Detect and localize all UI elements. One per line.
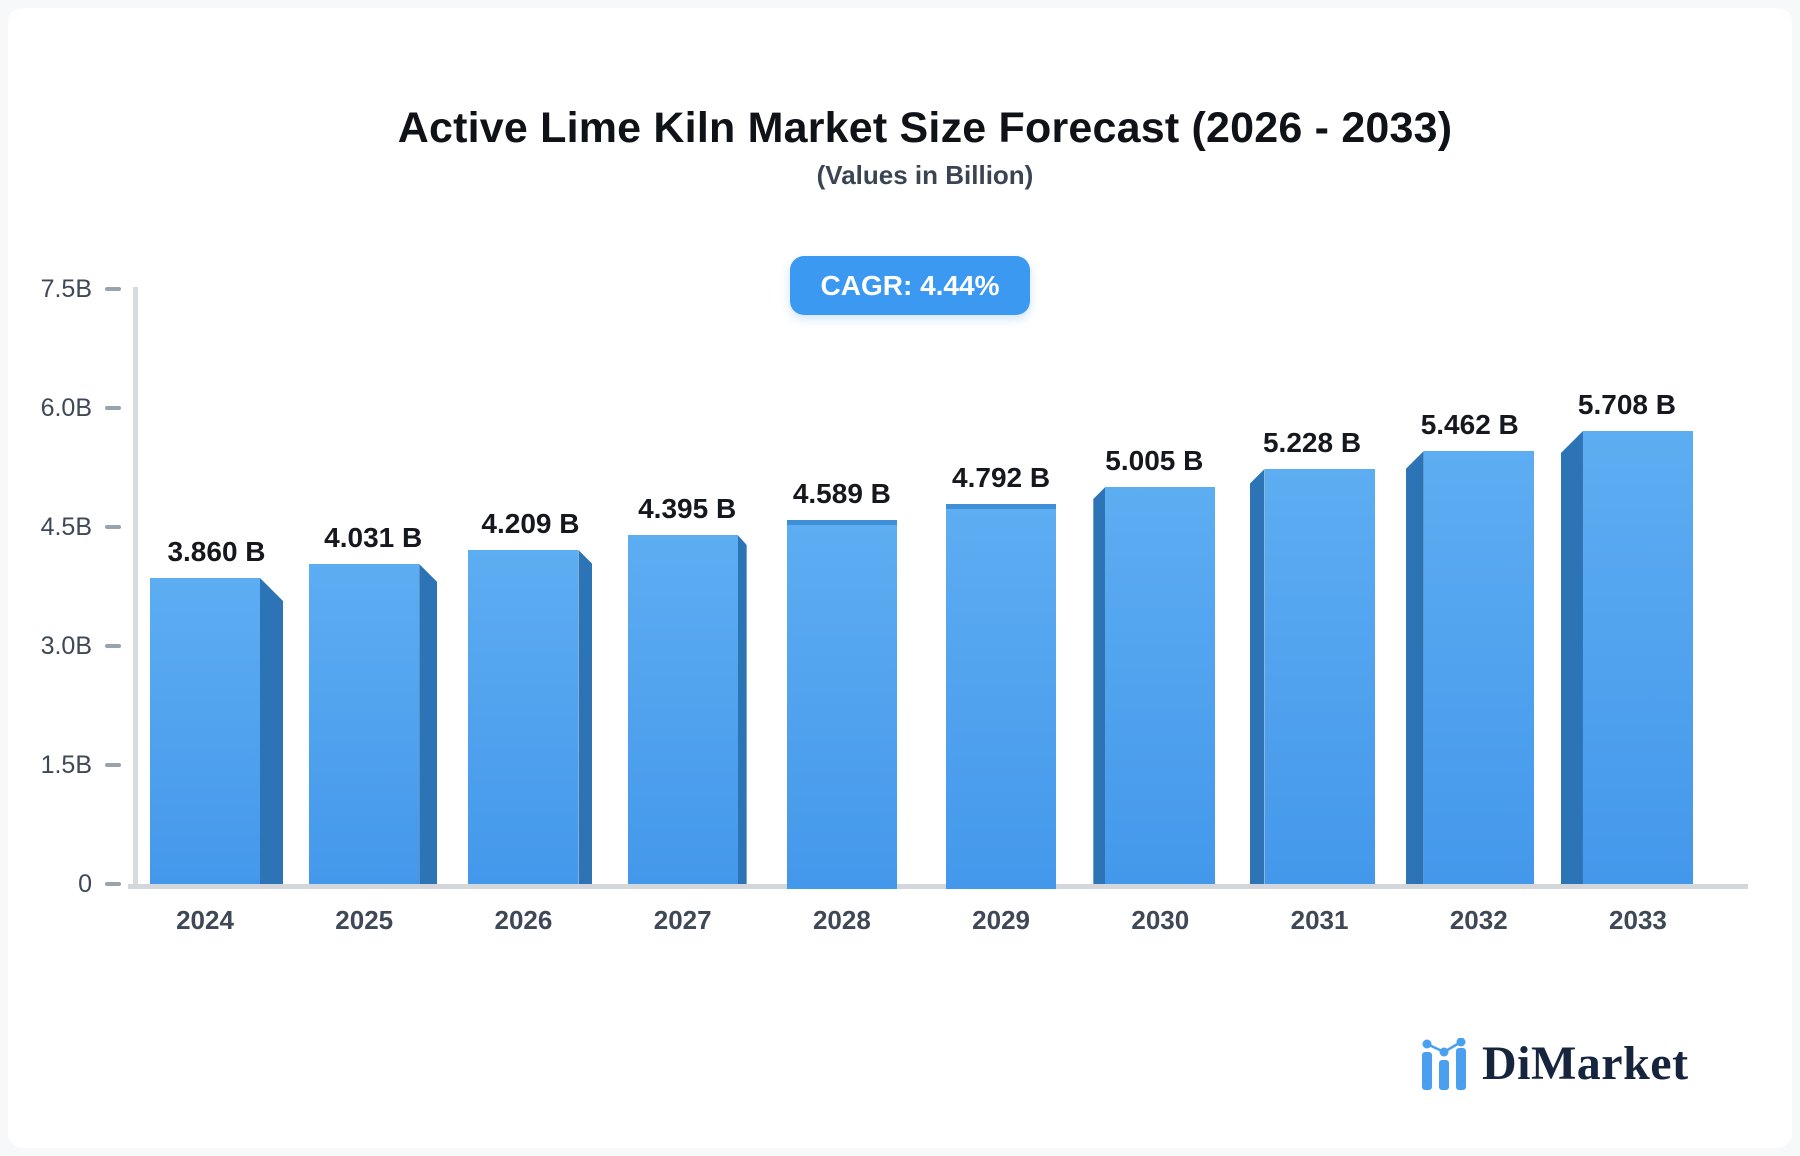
bar[interactable] xyxy=(1423,451,1534,884)
x-tick-label: 2033 xyxy=(1609,905,1667,935)
bar-3d-side xyxy=(419,564,438,884)
y-tick-label: 4.5B xyxy=(40,513,92,541)
bar[interactable] xyxy=(150,578,260,884)
x-tick-label: 2027 xyxy=(653,905,712,935)
bar-value-label: 4.792 B xyxy=(952,462,1051,493)
y-tick-label: 7.5B xyxy=(40,275,92,303)
bar[interactable] xyxy=(946,504,1057,889)
bar-3d-side xyxy=(1560,431,1583,884)
bar-value-label: 4.395 B xyxy=(638,493,737,524)
bar-3d-side xyxy=(260,578,283,884)
bar-3d-side xyxy=(1249,469,1265,884)
y-tick-dash xyxy=(105,882,121,886)
bar-value-label: 5.228 B xyxy=(1262,427,1362,458)
bar-3d-side xyxy=(1093,487,1106,884)
bar-value-label: 5.462 B xyxy=(1420,409,1519,440)
y-tick-dash xyxy=(105,644,121,648)
bar[interactable] xyxy=(1582,431,1693,884)
bar-value-label: 3.860 B xyxy=(167,536,266,567)
x-tick-label: 2029 xyxy=(972,905,1031,935)
x-tick-label: 2032 xyxy=(1449,905,1508,935)
y-tick-dash xyxy=(105,406,121,410)
y-tick-label: 0 xyxy=(78,870,92,898)
x-tick-label: 2025 xyxy=(335,905,394,935)
y-tick-label: 1.5B xyxy=(40,751,92,779)
bar[interactable] xyxy=(309,564,420,884)
x-tick-label: 2031 xyxy=(1290,905,1349,935)
bar[interactable] xyxy=(468,550,579,884)
bar[interactable] xyxy=(1105,487,1216,884)
bar-3d-side xyxy=(1405,451,1424,884)
x-tick-label: 2026 xyxy=(494,905,553,935)
y-tick-dash xyxy=(105,287,121,291)
y-tick-label: 6.0B xyxy=(40,394,92,422)
x-tick-label: 2030 xyxy=(1131,905,1190,935)
bar-value-label: 5.708 B xyxy=(1577,389,1676,420)
chart-title: Active Lime Kiln Market Size Forecast (2… xyxy=(397,104,1453,152)
bar-value-label: 5.005 B xyxy=(1105,445,1204,476)
bar-chart-with-dots-icon xyxy=(1422,1038,1466,1090)
y-tick-dash xyxy=(105,763,121,767)
x-axis-line xyxy=(128,884,1748,889)
cagr-badge: CAGR: 4.44% xyxy=(790,256,1030,315)
bar[interactable] xyxy=(1264,469,1375,884)
bar-value-label: 4.589 B xyxy=(792,478,891,509)
bar[interactable] xyxy=(786,520,897,889)
bar-value-label: 4.209 B xyxy=(481,508,580,539)
brand-logo[interactable]: DiMarket xyxy=(1420,1038,1689,1090)
bar-3d-side xyxy=(737,535,747,884)
bar-value-label: 4.031 B xyxy=(324,522,423,553)
y-tick-label: 3.0B xyxy=(40,632,92,660)
brand-name: DiMarket xyxy=(1482,1037,1689,1090)
chart-subtitle: (Values in Billion) xyxy=(816,160,1034,190)
y-tick-dash xyxy=(105,525,121,529)
x-tick-label: 2028 xyxy=(812,905,871,935)
bar-3d-side xyxy=(578,550,593,884)
x-tick-label: 2024 xyxy=(176,905,234,935)
bar[interactable] xyxy=(627,535,738,884)
y-axis-line xyxy=(133,287,138,888)
